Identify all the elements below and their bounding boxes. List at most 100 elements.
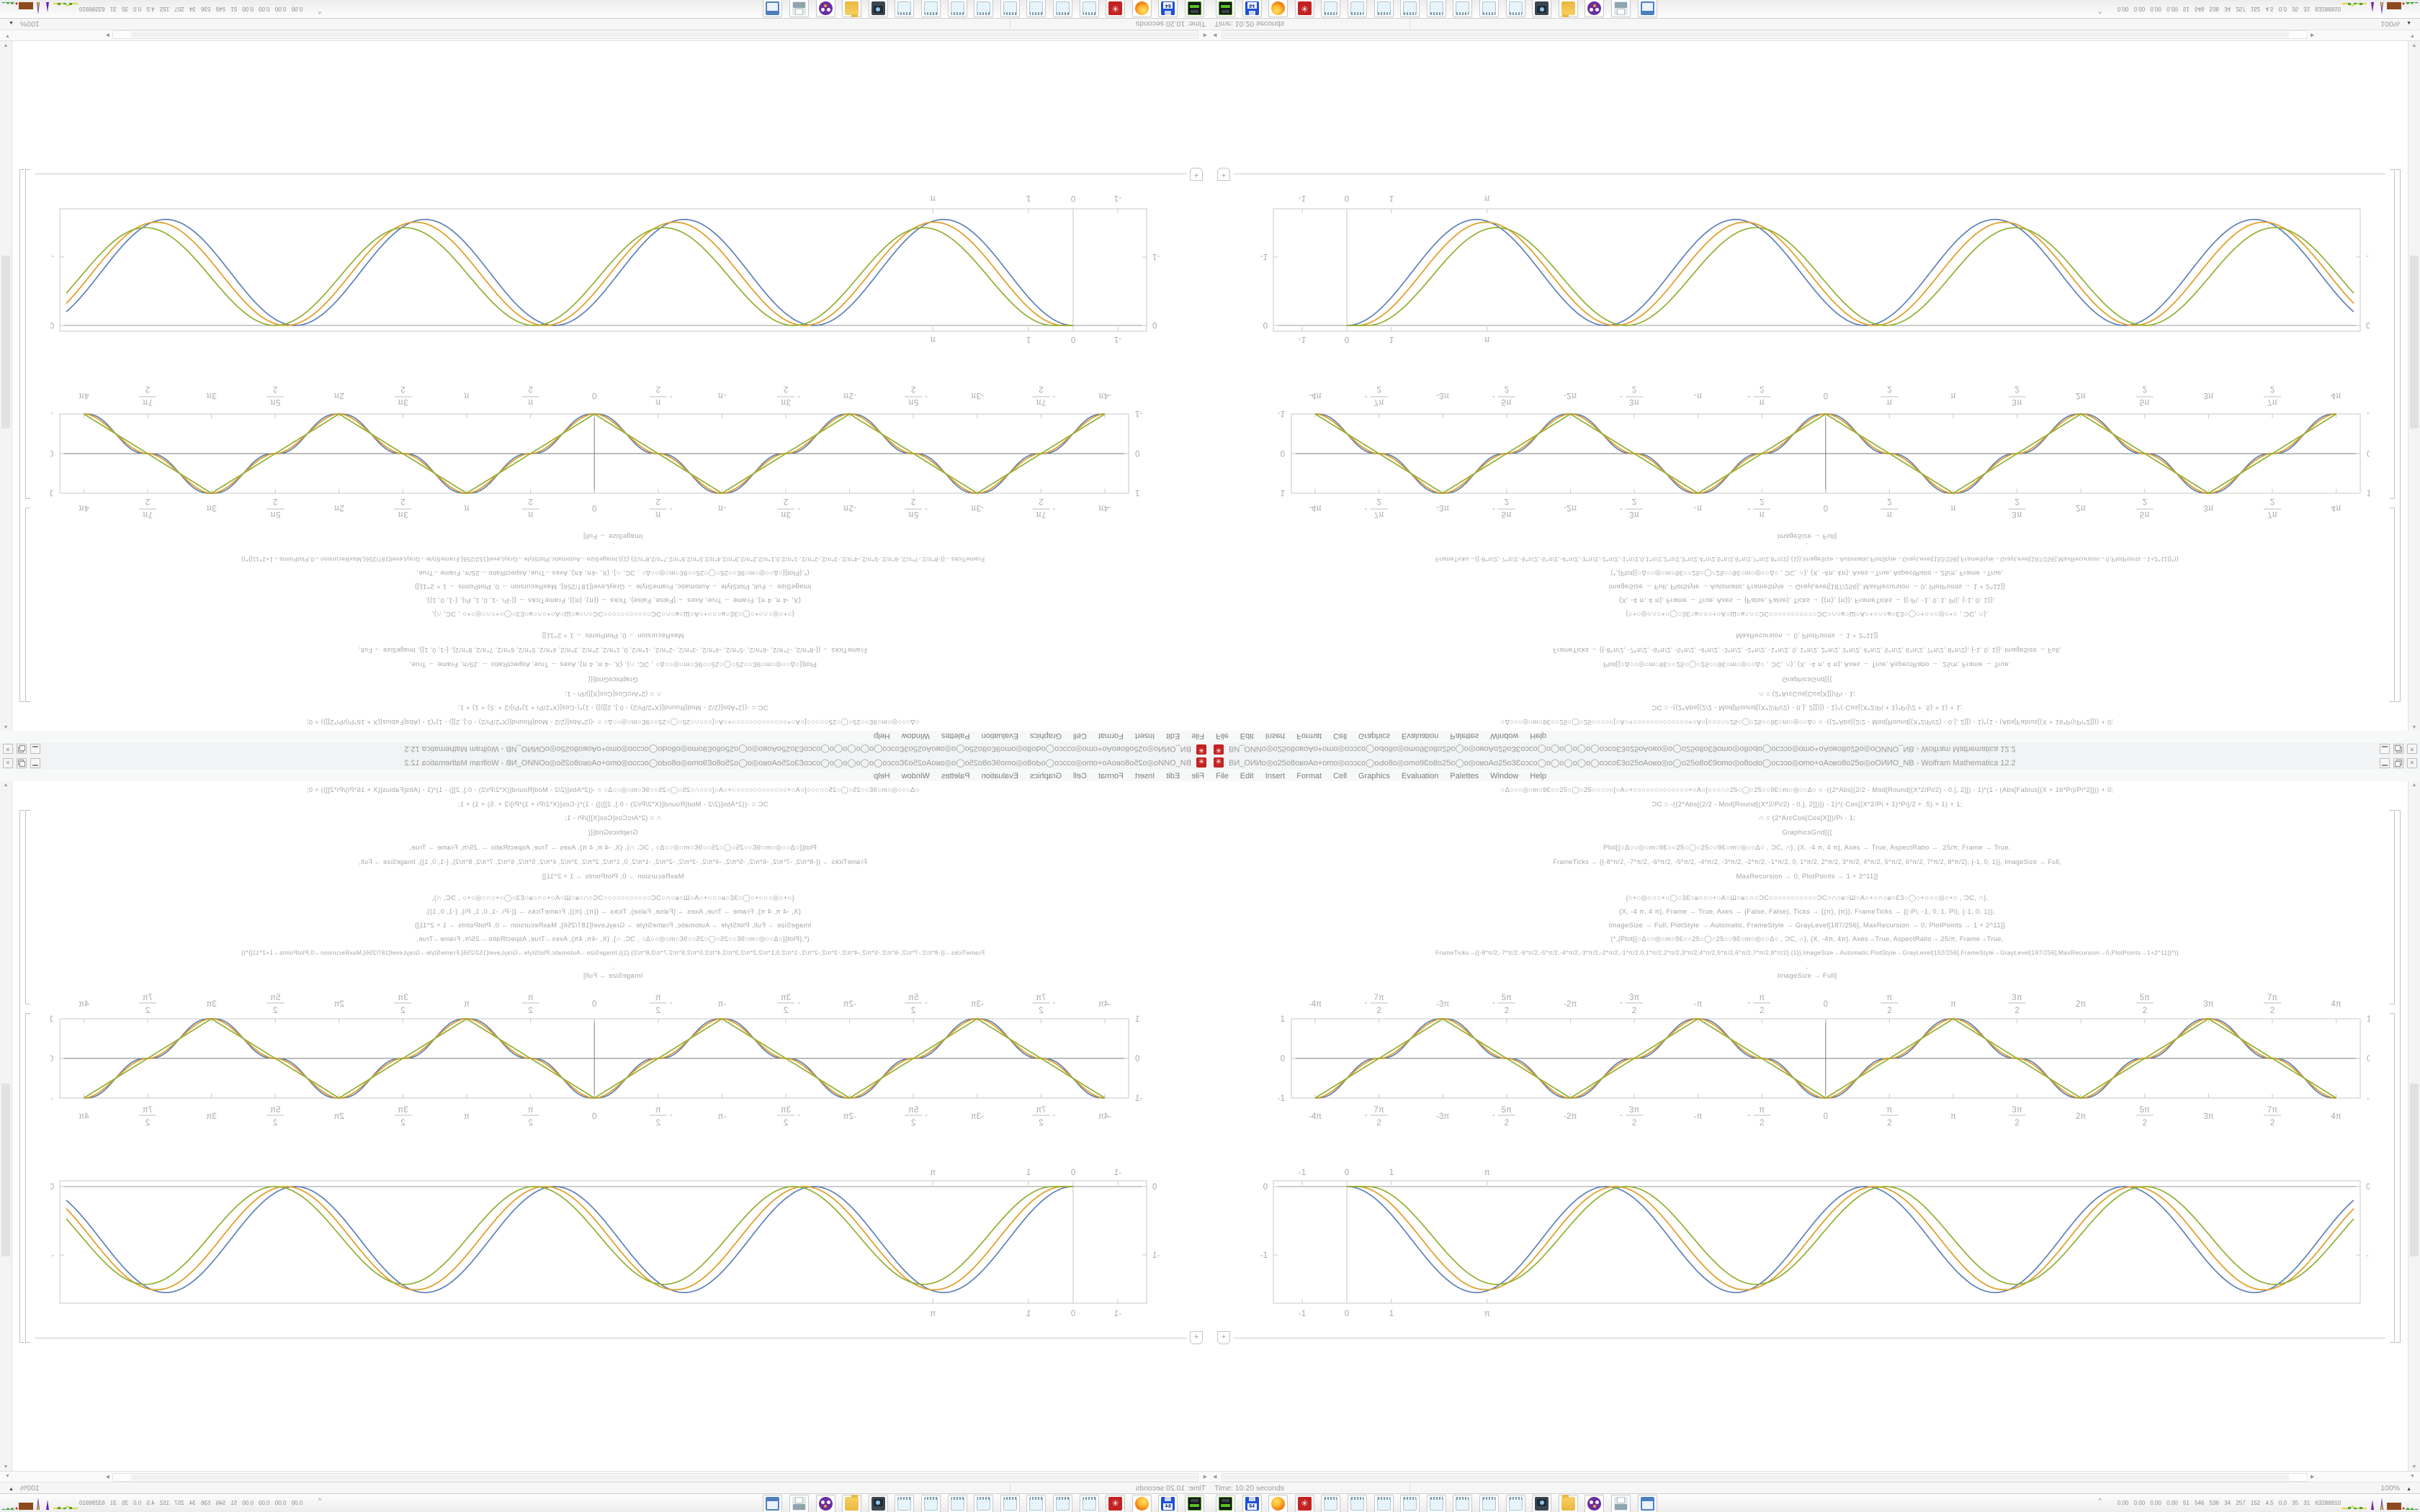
system-monitor-graphs[interactable] — [1, 1497, 78, 1511]
notes-icon[interactable] — [1026, 1495, 1047, 1512]
menu-item-palettes[interactable]: Palettes — [1450, 732, 1479, 740]
cell-bracket-input[interactable] — [25, 508, 30, 702]
printer-icon[interactable] — [789, 0, 809, 17]
cell-bracket-group[interactable] — [19, 169, 24, 702]
floppy-64-icon[interactable]: 64 — [1242, 0, 1262, 17]
vscroll-bottom-icon[interactable]: ▼ — [2410, 1474, 2415, 1479]
restore-button[interactable] — [17, 758, 27, 768]
floppy-64-icon[interactable]: 64 — [1158, 1495, 1178, 1512]
vscroll-bottom-icon[interactable]: ▼ — [2410, 33, 2415, 38]
notes-icon[interactable] — [947, 1495, 967, 1512]
restore-button[interactable] — [17, 744, 27, 754]
hscroll-right-icon[interactable]: ▶ — [105, 32, 109, 37]
folder-icon[interactable] — [1558, 0, 1578, 17]
owl-app-icon[interactable] — [1585, 1495, 1605, 1512]
vertical-scrollbar[interactable]: ▲ ▼ — [2408, 781, 2420, 1471]
notes-icon[interactable] — [974, 0, 994, 17]
owl-app-icon[interactable] — [1585, 0, 1605, 17]
menu-item-window[interactable]: Window — [1490, 732, 1519, 740]
cell-bracket-group[interactable] — [19, 810, 24, 1343]
cell-bracket-output[interactable] — [2390, 169, 2395, 499]
menu-item-edit[interactable]: Edit — [1240, 732, 1254, 740]
notes-icon[interactable] — [1373, 1495, 1394, 1512]
title-bar[interactable]: ✳ ВИ_ОИИо◎о25о8оʁоАо+оmо◎оɔɔсо◯оԀо8о◎оmо… — [1210, 756, 2420, 770]
menu-item-evaluation[interactable]: Evaluation — [1402, 732, 1439, 740]
menu-item-cell[interactable]: Cell — [1072, 772, 1087, 780]
notes-icon[interactable] — [921, 0, 941, 17]
minimize-button[interactable] — [30, 758, 40, 768]
cell-bracket-output[interactable] — [25, 1013, 30, 1343]
window-manager-icon[interactable] — [763, 0, 783, 17]
horizontal-scrollbar-thumb[interactable] — [131, 32, 1197, 37]
menu-item-insert[interactable]: Insert — [1134, 772, 1155, 780]
vertical-scrollbar[interactable]: ▲ ▼ — [2408, 41, 2420, 731]
cell-bracket-input[interactable] — [25, 810, 30, 1004]
horizontal-scrollbar-thumb[interactable] — [131, 1475, 1197, 1480]
notes-icon[interactable] — [895, 0, 915, 17]
magnification-control[interactable]: 100% ▲ — [9, 1484, 40, 1493]
notes-icon[interactable] — [1026, 0, 1047, 17]
menu-item-evaluation[interactable]: Evaluation — [981, 772, 1018, 780]
notes-icon[interactable] — [1426, 1495, 1446, 1512]
horizontal-scrollbar-thumb[interactable] — [1223, 1475, 2289, 1480]
horizontal-scrollbar[interactable] — [112, 1473, 1198, 1482]
window-manager-icon[interactable] — [1637, 0, 1657, 17]
firefox-icon[interactable] — [1131, 1495, 1152, 1512]
menu-item-graphics[interactable]: Graphics — [1029, 772, 1062, 780]
menu-item-palettes[interactable]: Palettes — [1450, 772, 1479, 780]
restore-button[interactable] — [2393, 758, 2403, 768]
cell-bracket-output[interactable] — [25, 169, 30, 499]
horizontal-scrollbar[interactable] — [112, 30, 1198, 39]
mathematica-icon[interactable]: ✳ — [1106, 0, 1126, 17]
menu-item-format[interactable]: Format — [1296, 732, 1322, 740]
menu-item-graphics[interactable]: Graphics — [1358, 772, 1391, 780]
menu-item-window[interactable]: Window — [901, 732, 930, 740]
folder-icon[interactable] — [1558, 1495, 1578, 1512]
screenshot-tool-icon[interactable] — [868, 1495, 888, 1512]
magnification-dropdown-icon[interactable]: ▲ — [9, 20, 14, 25]
cell-bracket-group[interactable] — [2396, 169, 2401, 702]
cell-bracket-input[interactable] — [2390, 810, 2395, 1004]
hscroll-right-icon[interactable]: ▶ — [2311, 32, 2315, 37]
notes-icon[interactable] — [1505, 1495, 1525, 1512]
notes-icon[interactable] — [1079, 0, 1099, 17]
disk-utility-icon[interactable] — [1216, 1495, 1235, 1512]
notes-icon[interactable] — [1321, 1495, 1341, 1512]
notes-icon[interactable] — [947, 0, 967, 17]
close-button[interactable]: ✕ — [3, 744, 13, 754]
window-manager-icon[interactable] — [763, 1495, 783, 1512]
new-cell-button[interactable]: + — [1217, 168, 1230, 181]
vscroll-down-icon[interactable]: ▼ — [2411, 1464, 2417, 1470]
minimize-button[interactable] — [2380, 758, 2390, 768]
menu-item-evaluation[interactable]: Evaluation — [1402, 772, 1439, 780]
floppy-64-icon[interactable]: 64 — [1158, 0, 1178, 17]
tray-expand-icon[interactable]: ^ — [2098, 8, 2102, 15]
vertical-scrollbar[interactable]: ▲ ▼ — [0, 41, 12, 731]
menu-item-cell[interactable]: Cell — [1333, 772, 1348, 780]
notes-icon[interactable] — [1479, 1495, 1499, 1512]
vertical-scrollbar-thumb[interactable] — [1, 256, 10, 428]
menu-item-evaluation[interactable]: Evaluation — [981, 732, 1018, 740]
mathematica-icon[interactable]: ✳ — [1294, 1495, 1314, 1512]
notes-icon[interactable] — [974, 1495, 994, 1512]
menu-item-help[interactable]: Help — [874, 732, 890, 740]
magnification-dropdown-icon[interactable]: ▲ — [9, 1487, 14, 1492]
menu-item-edit[interactable]: Edit — [1166, 732, 1180, 740]
horizontal-scrollbar[interactable] — [1222, 1473, 2308, 1482]
notes-icon[interactable] — [1479, 0, 1499, 17]
title-bar[interactable]: ✳ ВИ_ОИИо◎о25о8оʁоАо+оmо◎оɔɔсо◯оԀо8о◎оmо… — [0, 756, 1210, 770]
restore-button[interactable] — [2393, 744, 2403, 754]
vscroll-down-icon[interactable]: ▼ — [3, 42, 9, 48]
menu-item-window[interactable]: Window — [1490, 772, 1519, 780]
notes-icon[interactable] — [895, 1495, 915, 1512]
vertical-scrollbar-thumb[interactable] — [2410, 256, 2419, 428]
folder-icon[interactable] — [842, 0, 862, 17]
magnification-dropdown-icon[interactable]: ▲ — [2406, 1487, 2411, 1492]
new-cell-button[interactable]: + — [1190, 168, 1203, 181]
window-manager-icon[interactable] — [1637, 1495, 1657, 1512]
owl-app-icon[interactable] — [815, 0, 835, 17]
printer-icon[interactable] — [1611, 0, 1631, 17]
menu-item-window[interactable]: Window — [901, 772, 930, 780]
hscroll-left-icon[interactable]: ◀ — [1213, 32, 1217, 37]
menu-item-file[interactable]: File — [1191, 772, 1204, 780]
